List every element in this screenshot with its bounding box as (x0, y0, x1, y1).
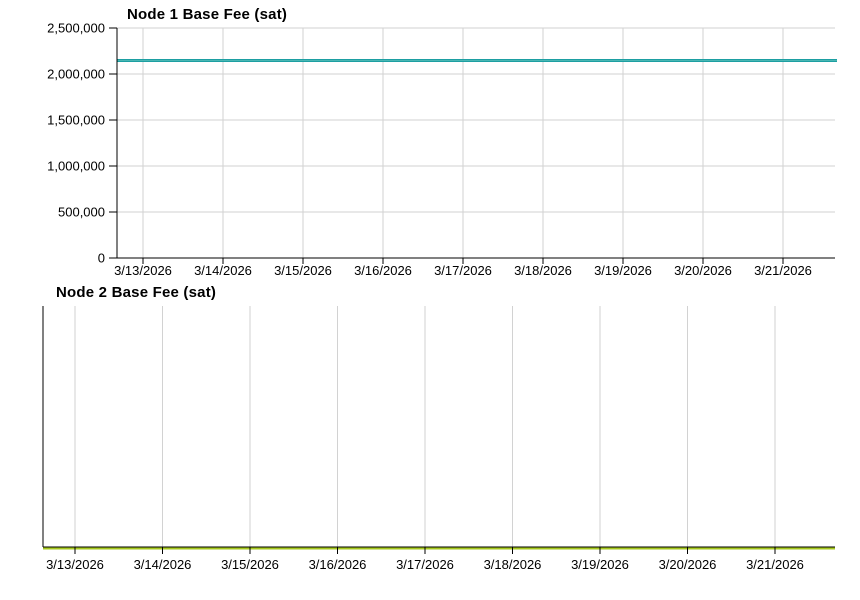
node1-x-axis-labels: 3/13/2026 3/14/2026 3/15/2026 3/16/2026 3/17… (114, 258, 812, 278)
x-tick-label: 3/20/2026 (674, 263, 732, 278)
x-tick-label: 3/16/2026 (309, 557, 367, 572)
x-tick-label: 3/15/2026 (274, 263, 332, 278)
x-tick-label: 3/18/2026 (514, 263, 572, 278)
x-tick-label: 3/17/2026 (396, 557, 454, 572)
node1-chart-title: Node 1 Base Fee (sat) (127, 6, 288, 23)
node2-x-axis-labels: 3/13/2026 3/14/2026 3/15/2026 3/16/2026 3/17… (46, 547, 804, 572)
x-tick-label: 3/16/2026 (354, 263, 412, 278)
node1-y-axis-labels: 2,500,000 2,000,000 1,500,000 1,000,000 500,… (47, 21, 117, 266)
node1-vertical-gridlines (142, 28, 784, 258)
x-tick-label: 3/17/2026 (434, 263, 492, 278)
node1-horizontal-gridlines (117, 27, 835, 213)
x-tick-label: 3/18/2026 (484, 557, 542, 572)
y-tick-label: 1,000,000 (47, 159, 105, 174)
x-tick-label: 3/20/2026 (659, 557, 717, 572)
node2-vertical-gridlines (74, 306, 776, 547)
x-tick-label: 3/21/2026 (746, 557, 804, 572)
y-tick-label: 2,000,000 (47, 67, 105, 82)
x-tick-label: 3/19/2026 (594, 263, 652, 278)
x-tick-label: 3/14/2026 (194, 263, 252, 278)
x-tick-label: 3/14/2026 (134, 557, 192, 572)
y-tick-label: 2,500,000 (47, 21, 105, 36)
node2-axes (42, 306, 835, 548)
x-tick-label: 3/13/2026 (46, 557, 104, 572)
x-tick-label: 3/21/2026 (754, 263, 812, 278)
node1-axes (116, 28, 835, 259)
y-tick-label: 0 (98, 251, 105, 266)
x-tick-label: 3/13/2026 (114, 263, 172, 278)
node2-chart-title: Node 2 Base Fee (sat) (56, 284, 217, 301)
y-tick-label: 500,000 (58, 205, 105, 220)
x-tick-label: 3/15/2026 (221, 557, 279, 572)
x-tick-label: 3/19/2026 (571, 557, 629, 572)
y-tick-label: 1,500,000 (47, 113, 105, 128)
